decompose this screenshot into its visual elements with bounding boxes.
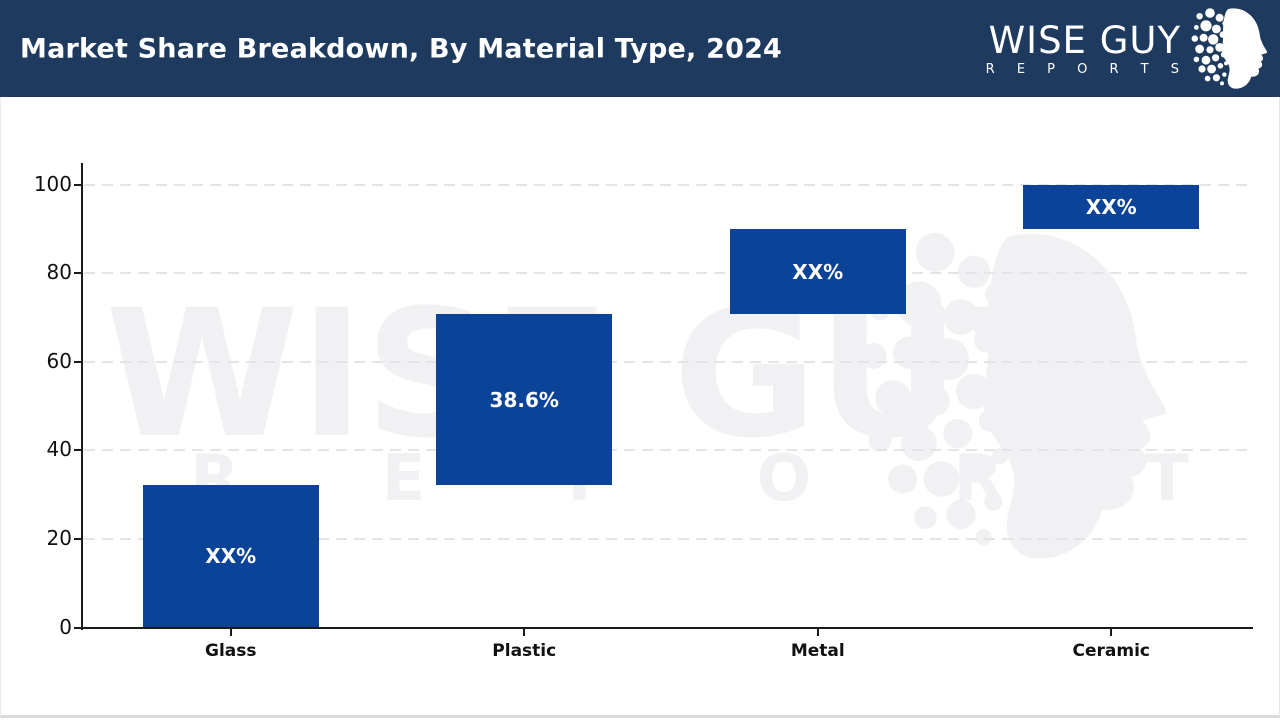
brand-logo: WISE GUY R E P O R T S — [982, 4, 1270, 94]
page-title: Market Share Breakdown, By Material Type… — [20, 33, 783, 64]
bar-metal — [729, 229, 906, 315]
y-tick-0 — [73, 626, 82, 629]
category-label-glass: Glass — [205, 640, 257, 661]
x-tick-ceramic — [1110, 628, 1113, 636]
y-tick-80 — [73, 272, 82, 275]
y-tick-100 — [73, 183, 82, 186]
gridline-20 — [84, 537, 1252, 540]
y-tick-label-60: 60 — [46, 348, 72, 373]
y-tick-20 — [73, 537, 82, 540]
y-tick-label-0: 0 — [59, 614, 72, 639]
gridline-40 — [84, 449, 1252, 452]
category-label-metal: Metal — [790, 640, 845, 661]
y-axis-line — [80, 163, 83, 630]
y-tick-label-100: 100 — [33, 171, 72, 196]
y-tick-label-80: 80 — [46, 260, 72, 285]
category-label-ceramic: Ceramic — [1072, 640, 1150, 661]
category-label-plastic: Plastic — [492, 640, 557, 661]
bar-value-label-plastic: 38.6% — [489, 387, 559, 412]
y-tick-60 — [73, 360, 82, 363]
bar-value-label-metal: XX% — [792, 259, 844, 284]
bar-ceramic — [1023, 184, 1200, 230]
bar-plastic — [436, 314, 613, 486]
brand-logo-text: WISE GUY R E P O R T S — [982, 22, 1188, 76]
bar-value-label-glass: XX% — [205, 544, 257, 569]
x-tick-metal — [816, 628, 819, 636]
y-tick-40 — [73, 449, 82, 452]
brand-subtitle: R E P O R T S — [985, 62, 1188, 77]
gridline-60 — [84, 360, 1252, 363]
gridline-80 — [84, 272, 1252, 275]
bar-value-label-ceramic: XX% — [1085, 194, 1137, 219]
gridline-100 — [84, 183, 1252, 186]
bar-glass — [142, 485, 319, 628]
x-tick-glass — [229, 628, 232, 636]
x-tick-plastic — [523, 628, 526, 636]
wiseguy-head-icon — [1191, 8, 1267, 89]
x-axis-line — [79, 626, 1253, 629]
y-tick-label-40: 40 — [46, 437, 72, 462]
page-border — [0, 97, 1280, 718]
y-tick-label-20: 20 — [46, 525, 72, 550]
brand-name: WISE GUY — [988, 19, 1182, 62]
header-bar: Market Share Breakdown, By Material Type… — [0, 0, 1280, 97]
